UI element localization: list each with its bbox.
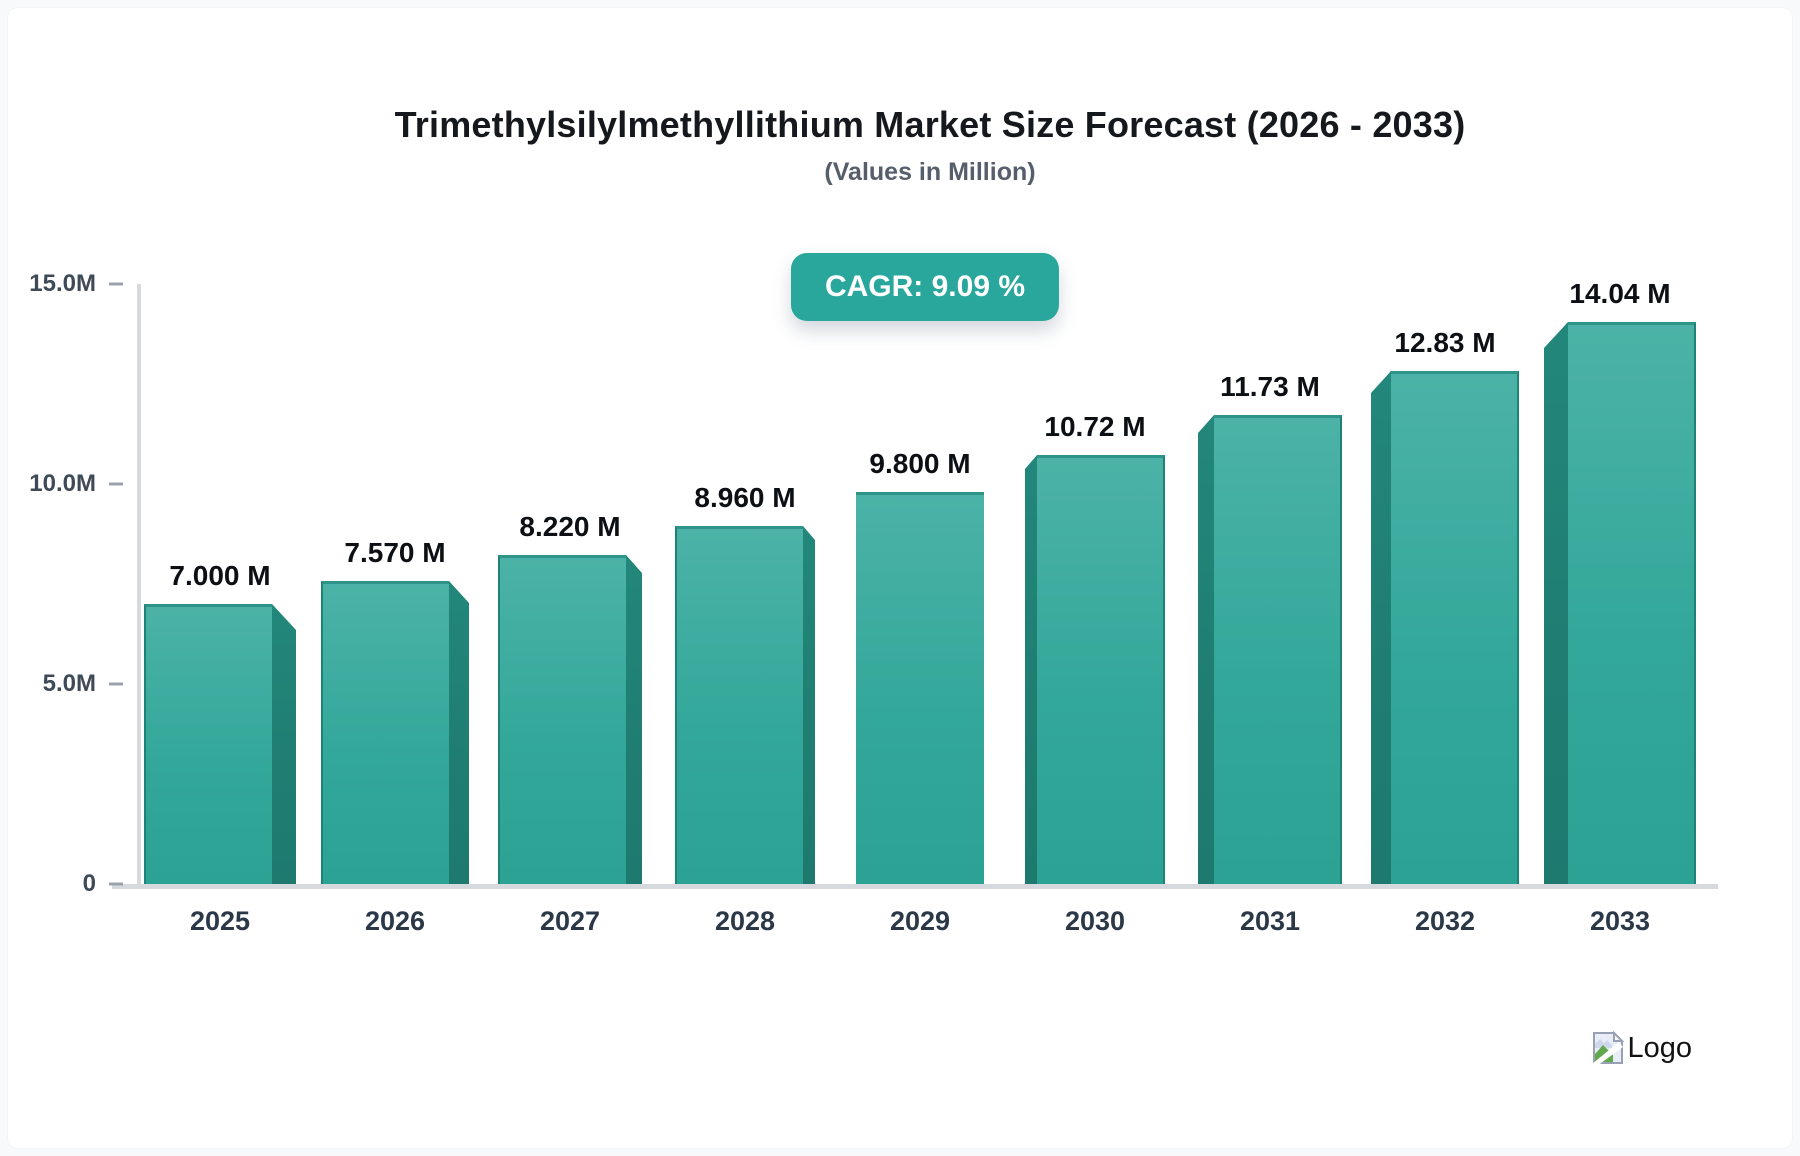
y-axis-line <box>137 284 141 886</box>
x-category-label: 2033 <box>1589 906 1651 936</box>
bar-2026[interactable] <box>321 581 469 884</box>
ytick-label: 0 <box>82 870 96 897</box>
bar-2032[interactable] <box>1371 371 1519 884</box>
ytick-mark <box>109 282 123 286</box>
bar-side <box>803 526 815 884</box>
bar-face <box>856 492 984 884</box>
logo-text: Logo <box>1627 1031 1692 1064</box>
bar-value-label: 14.04 M <box>1569 278 1671 309</box>
bar-face <box>1391 371 1519 884</box>
broken-image-icon <box>1592 1030 1625 1066</box>
bar-value-label: 7.000 M <box>169 560 271 591</box>
bar-value-label: 10.72 M <box>1044 411 1146 442</box>
bar-face <box>675 526 803 884</box>
bar-face <box>1214 415 1342 884</box>
bar-side <box>1544 322 1568 884</box>
ytick-label: 15.0M <box>29 270 96 297</box>
bar-side <box>1198 415 1214 884</box>
bar-face <box>1037 455 1165 884</box>
cagr-badge: CAGR: 9.09 % <box>790 253 1060 321</box>
x-axis-line <box>112 884 1718 889</box>
bar-2027[interactable] <box>498 555 642 884</box>
bar-value-label: 12.83 M <box>1394 327 1496 358</box>
x-category-label: 2031 <box>1239 906 1301 936</box>
bar-side <box>626 555 642 884</box>
ytick-label: 10.0M <box>29 470 96 497</box>
bar-value-label: 8.220 M <box>519 511 621 542</box>
chart-card: Trimethylsilylmethyllithium Market Size … <box>8 8 1792 1148</box>
bar-side <box>272 604 296 884</box>
x-category-label: 2030 <box>1064 906 1126 936</box>
x-category-label: 2026 <box>364 906 426 936</box>
chart-subtitle: (Values in Million) <box>824 158 1036 186</box>
bar-value-label: 9.800 M <box>869 448 971 479</box>
x-category-label: 2027 <box>539 906 601 936</box>
x-category-label: 2029 <box>889 906 951 936</box>
bar-2028[interactable] <box>675 526 815 884</box>
ytick-mark <box>109 882 123 886</box>
plot-area: 15.0M 10.0M 5.0M 0 7.000 M 2025 7.570 M 2026 8.2… <box>8 8 1792 1148</box>
bar-value-label: 11.73 M <box>1220 371 1320 402</box>
ytick-label: 5.0M <box>42 670 96 697</box>
bar-2030[interactable] <box>1025 455 1165 884</box>
ytick-mark <box>109 682 123 686</box>
x-category-label: 2032 <box>1414 906 1476 936</box>
logo: Logo <box>1589 1030 1692 1066</box>
bar-side <box>1025 455 1037 884</box>
bar-face <box>321 581 449 884</box>
bar-side <box>1371 371 1391 884</box>
x-category-label: 2028 <box>714 906 776 936</box>
bar-face <box>144 604 272 884</box>
bar-2029[interactable] <box>856 492 984 884</box>
chart-title: Trimethylsilylmethyllithium Market Size … <box>394 104 1466 145</box>
bar-value-label: 7.570 M <box>344 537 446 568</box>
x-category-label: 2025 <box>189 906 251 936</box>
bar-value-label: 8.960 M <box>694 482 796 513</box>
bar-face <box>1568 322 1696 884</box>
bar-side <box>449 581 469 884</box>
bar-2025[interactable] <box>144 604 296 884</box>
ytick-mark <box>109 482 123 486</box>
bar-2031[interactable] <box>1198 415 1342 884</box>
bar-2033[interactable] <box>1544 322 1696 884</box>
bar-face <box>498 555 626 884</box>
